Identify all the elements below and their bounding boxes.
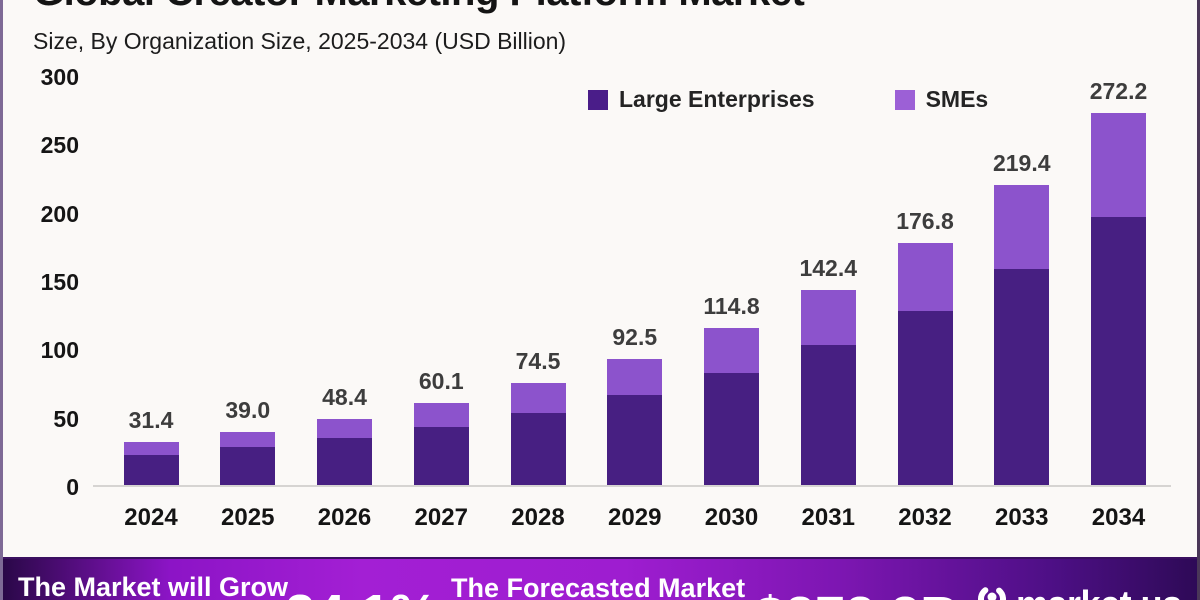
chart-legend: Large Enterprises SMEs: [588, 86, 988, 113]
bar-segment-smes-2026: [317, 418, 372, 439]
bar-total-label-2029: 92.5: [612, 323, 658, 350]
bar-segment-smes-2024: [123, 442, 179, 455]
banner-growth-value: 24.1%: [285, 583, 438, 600]
y-tick-label-250: 250: [40, 132, 79, 159]
bar-segment-smes-2025: [220, 431, 276, 448]
bar-segment-large-enterprises-2034: [1091, 216, 1146, 485]
bar-total-label-2034: 272.2: [1089, 78, 1148, 104]
bar-segment-large-enterprises-2026: [317, 438, 372, 485]
brand-logo: market.us: [976, 583, 1182, 600]
legend-swatch-large-enterprises: [588, 89, 608, 110]
footer-banner: The Market will Grow 24.1% The Forecaste…: [3, 557, 1197, 600]
banner-grow-label: The Market will Grow: [18, 572, 289, 600]
y-tick-label-200: 200: [40, 200, 79, 227]
legend-item-large-enterprises: Large Enterprises: [588, 86, 815, 113]
bar-column-2031: 142.4: [799, 255, 857, 485]
x-tick-label-2030: 2030: [704, 504, 759, 531]
bar-column-2030: 114.8: [703, 293, 760, 485]
bar-column-2033: 219.4: [993, 150, 1051, 485]
bar-segment-smes-2031: [800, 290, 856, 346]
x-tick-label-2026: 2026: [317, 504, 372, 531]
bar-total-label-2026: 48.4: [322, 383, 367, 410]
bar-column-2026: 48.4: [317, 384, 372, 485]
bar-column-2027: 60.1: [413, 368, 469, 485]
bar-total-label-2031: 142.4: [799, 255, 858, 282]
chart-subtitle: Size, By Organization Size, 2025-2034 (U…: [33, 28, 567, 54]
bar-segment-large-enterprises-2027: [413, 426, 469, 485]
bar-column-2032: 176.8: [896, 208, 954, 485]
legend-item-smes: SMEs: [894, 86, 989, 113]
x-tick-label-2033: 2033: [995, 504, 1049, 531]
bar-segment-large-enterprises-2032: [897, 311, 953, 485]
bar-segment-large-enterprises-2031: [800, 345, 856, 485]
bar-total-label-2028: 74.5: [515, 348, 561, 375]
bar-column-2028: 74.5: [510, 348, 566, 485]
bar-total-label-2032: 176.8: [896, 208, 954, 235]
x-tick-label-2032: 2032: [898, 504, 952, 531]
bar-segment-large-enterprises-2033: [994, 268, 1050, 485]
chart-title: Global Creator Marketing Platform Market: [33, 0, 805, 12]
y-tick-label-0: 0: [66, 474, 79, 500]
bar-segment-large-enterprises-2024: [123, 454, 179, 485]
banner-forecast-label: The Forecasted Market: [451, 573, 746, 600]
bar-column-2024: 31.4: [123, 407, 179, 485]
banner-forecast-value: $272.2B: [755, 585, 959, 600]
y-tick-label-100: 100: [40, 337, 79, 364]
y-tick-label-50: 50: [53, 405, 79, 432]
bar-segment-large-enterprises-2030: [704, 372, 759, 485]
bar-total-label-2030: 114.8: [703, 293, 760, 320]
y-tick-label-150: 150: [40, 269, 79, 295]
plot-area: 31.4 2024 39.0 2025 48.4 2026 60.1 2027 74.5 2028…: [93, 77, 1171, 531]
y-tick-label-300: 300: [40, 64, 79, 90]
y-axis: 300 250 200 150 100 50 0: [3, 64, 79, 500]
bar-segment-large-enterprises-2029: [607, 394, 663, 485]
bar-total-label-2033: 219.4: [992, 150, 1051, 177]
bar-segment-large-enterprises-2028: [510, 412, 566, 485]
bar-column-2029: 92.5: [607, 324, 663, 485]
bar-total-label-2027: 60.1: [418, 367, 464, 394]
bar-segment-smes-2028: [510, 383, 566, 413]
x-tick-label-2034: 2034: [1091, 504, 1146, 531]
bar-segment-smes-2029: [607, 358, 663, 395]
bar-column-2034: 272.2: [1090, 78, 1147, 485]
legend-label-smes: SMEs: [925, 86, 989, 112]
market-us-logo-icon: [978, 585, 1006, 600]
legend-swatch-smes: [894, 89, 915, 110]
x-tick-label-2031: 2031: [801, 504, 855, 531]
bar-segment-large-enterprises-2025: [220, 447, 276, 485]
x-tick-label-2028: 2028: [511, 504, 565, 531]
bar-segment-smes-2034: [1091, 113, 1146, 217]
legend-label-large-enterprises: Large Enterprises: [619, 86, 815, 112]
bar-total-label-2025: 39.0: [225, 396, 271, 423]
x-tick-label-2027: 2027: [414, 504, 468, 531]
bar-total-label-2024: 31.4: [128, 407, 174, 434]
bar-segment-smes-2027: [413, 402, 469, 427]
bar-column-2025: 39.0: [220, 397, 276, 485]
x-tick-label-2024: 2024: [124, 504, 178, 531]
x-tick-label-2029: 2029: [608, 504, 662, 531]
bar-segment-smes-2032: [897, 243, 953, 312]
x-tick-label-2025: 2025: [221, 504, 275, 531]
bar-segment-smes-2033: [994, 185, 1050, 269]
brand-name: market.us: [1016, 583, 1182, 600]
bar-segment-smes-2030: [704, 328, 759, 373]
